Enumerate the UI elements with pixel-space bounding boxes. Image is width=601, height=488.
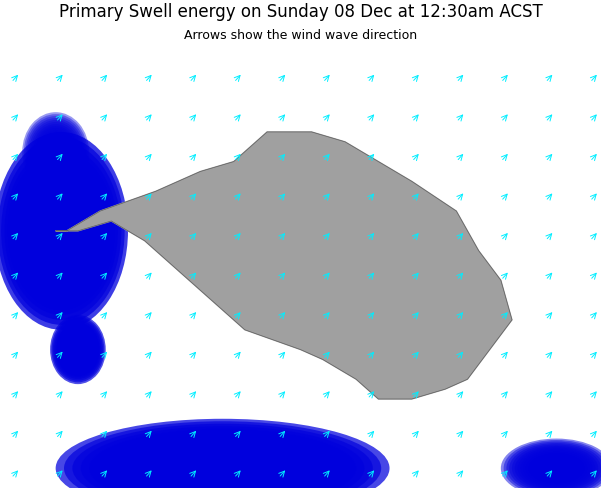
Ellipse shape [21,171,102,290]
Ellipse shape [512,445,601,488]
Ellipse shape [39,132,72,171]
Ellipse shape [89,428,356,488]
Ellipse shape [97,431,348,488]
Ellipse shape [32,124,79,180]
Ellipse shape [81,426,364,488]
Ellipse shape [507,442,601,488]
Ellipse shape [509,443,601,488]
Ellipse shape [11,157,111,305]
Ellipse shape [8,152,115,310]
Ellipse shape [52,317,105,383]
Ellipse shape [164,451,281,486]
Ellipse shape [34,191,88,270]
Text: Primary Swell energy on Sunday 08 Dec at 12:30am ACST: Primary Swell energy on Sunday 08 Dec at… [59,3,542,21]
Ellipse shape [75,346,81,353]
Ellipse shape [41,201,81,261]
Ellipse shape [181,456,264,481]
Ellipse shape [147,446,297,488]
Ellipse shape [537,458,576,479]
Ellipse shape [0,137,124,325]
Ellipse shape [28,182,94,280]
Ellipse shape [55,221,68,241]
Polygon shape [56,132,512,399]
Ellipse shape [22,112,89,191]
Ellipse shape [38,196,85,265]
Ellipse shape [72,343,84,356]
Ellipse shape [64,421,381,488]
Ellipse shape [46,140,66,163]
Ellipse shape [123,439,323,488]
Ellipse shape [189,458,256,478]
Ellipse shape [25,177,98,285]
Ellipse shape [139,444,306,488]
Ellipse shape [48,211,75,251]
Ellipse shape [54,320,102,379]
Ellipse shape [531,455,582,482]
Ellipse shape [51,216,72,245]
Ellipse shape [57,324,99,375]
Ellipse shape [67,336,89,364]
Ellipse shape [66,334,90,365]
Ellipse shape [156,448,289,488]
Ellipse shape [71,341,85,358]
Text: Arrows show the wind wave direction: Arrows show the wind wave direction [184,29,417,41]
Ellipse shape [529,453,584,483]
Ellipse shape [70,339,87,360]
Ellipse shape [53,318,103,381]
Ellipse shape [501,439,601,488]
Ellipse shape [172,453,273,483]
Ellipse shape [29,120,82,183]
Ellipse shape [61,329,94,370]
Ellipse shape [545,462,567,474]
Ellipse shape [31,186,91,275]
Ellipse shape [68,337,88,362]
Ellipse shape [47,142,64,162]
Ellipse shape [0,132,128,330]
Ellipse shape [131,441,314,488]
Ellipse shape [60,327,96,372]
Ellipse shape [514,446,598,488]
Ellipse shape [106,434,340,488]
Ellipse shape [74,345,82,355]
Ellipse shape [4,147,118,315]
Ellipse shape [42,136,69,167]
Ellipse shape [35,128,76,176]
Ellipse shape [37,130,74,174]
Ellipse shape [24,114,87,189]
Ellipse shape [44,138,67,165]
Ellipse shape [540,459,573,477]
Ellipse shape [114,436,331,488]
Ellipse shape [34,126,78,178]
Ellipse shape [26,116,86,187]
Ellipse shape [526,452,587,485]
Ellipse shape [50,146,61,158]
Ellipse shape [1,142,121,320]
Ellipse shape [41,134,71,169]
Ellipse shape [31,122,81,182]
Ellipse shape [520,449,593,488]
Ellipse shape [198,461,248,476]
Ellipse shape [504,440,601,488]
Ellipse shape [58,325,97,374]
Ellipse shape [18,166,105,295]
Ellipse shape [14,162,108,300]
Ellipse shape [543,461,570,476]
Ellipse shape [72,424,373,488]
Ellipse shape [534,456,579,480]
Ellipse shape [517,447,596,488]
Ellipse shape [64,332,92,367]
Ellipse shape [56,322,100,377]
Ellipse shape [548,464,565,473]
Ellipse shape [44,206,78,256]
Ellipse shape [63,330,93,368]
Ellipse shape [50,315,106,384]
Ellipse shape [27,118,84,185]
Ellipse shape [523,450,590,486]
Ellipse shape [49,144,63,160]
Ellipse shape [56,419,389,488]
Ellipse shape [206,463,239,473]
